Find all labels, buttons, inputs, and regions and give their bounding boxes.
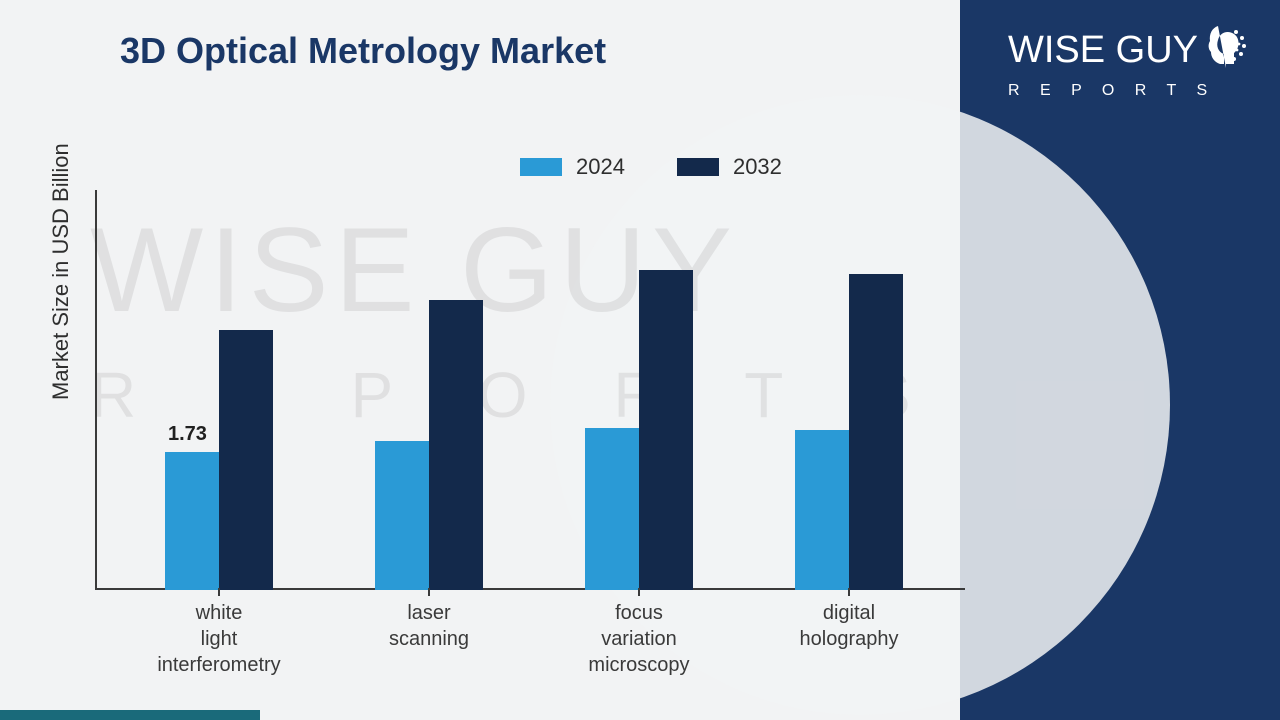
bar bbox=[429, 300, 483, 590]
legend-item-2032: 2032 bbox=[677, 154, 782, 180]
bar bbox=[375, 441, 429, 590]
bar bbox=[639, 270, 693, 590]
page-title: 3D Optical Metrology Market bbox=[120, 30, 606, 72]
brand-logo: WISE GUY R E P O R T S bbox=[1008, 22, 1250, 100]
x-tick bbox=[638, 588, 640, 596]
bar bbox=[795, 430, 849, 590]
bar bbox=[165, 452, 219, 590]
y-axis-line bbox=[95, 190, 97, 590]
head-icon bbox=[1204, 22, 1250, 78]
logo-text-bottom: R E P O R T S bbox=[1008, 82, 1250, 100]
bar bbox=[585, 428, 639, 590]
footer-accent-bar bbox=[0, 710, 260, 720]
legend-label-2032: 2032 bbox=[733, 154, 782, 180]
x-tick bbox=[218, 588, 220, 596]
bar bbox=[219, 330, 273, 590]
infographic-canvas: WISE GUY R E P O R T S 3D Optical Metrol… bbox=[0, 0, 1280, 720]
legend-swatch-2032 bbox=[677, 158, 719, 176]
x-tick bbox=[848, 588, 850, 596]
x-tick bbox=[428, 588, 430, 596]
legend-label-2024: 2024 bbox=[576, 154, 625, 180]
bar bbox=[849, 274, 903, 590]
category-label: laserscanning bbox=[339, 600, 519, 652]
bar-chart: whitelightinterferometrylaserscanningfoc… bbox=[95, 190, 965, 610]
legend-swatch-2024 bbox=[520, 158, 562, 176]
chart-legend: 2024 2032 bbox=[520, 154, 782, 180]
bar-value-label: 1.73 bbox=[168, 423, 207, 446]
plot-area: whitelightinterferometrylaserscanningfoc… bbox=[95, 190, 965, 610]
y-axis-label: Market Size in USD Billion bbox=[48, 143, 74, 400]
logo-text-top: WISE GUY bbox=[1008, 29, 1198, 72]
category-label: digitalholography bbox=[759, 600, 939, 652]
legend-item-2024: 2024 bbox=[520, 154, 625, 180]
category-label: whitelightinterferometry bbox=[129, 600, 309, 678]
category-label: focusvariationmicroscopy bbox=[549, 600, 729, 678]
